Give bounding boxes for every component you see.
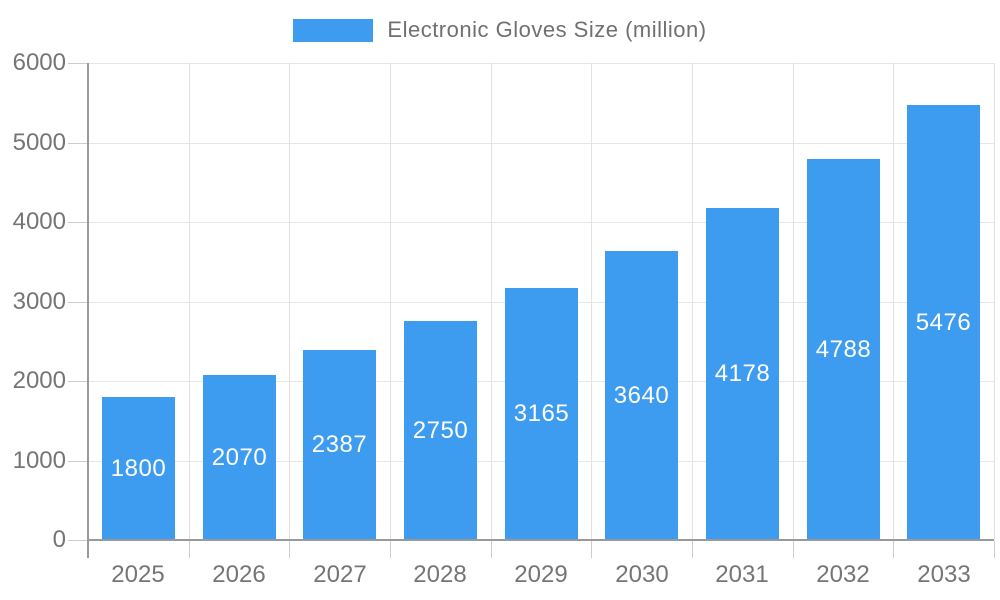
y-axis-label: 3000 bbox=[12, 288, 66, 315]
y-axis-line bbox=[87, 63, 89, 558]
bar-value-label: 2070 bbox=[211, 443, 268, 471]
gridline-horizontal bbox=[88, 143, 994, 144]
x-axis-label-2031: 2031 bbox=[715, 561, 769, 588]
x-axis-label-2033: 2033 bbox=[917, 561, 971, 588]
bar-2027[interactable]: 2387 bbox=[303, 350, 376, 540]
y-axis-label: 5000 bbox=[12, 129, 66, 156]
gridline-vertical bbox=[591, 63, 592, 540]
y-axis-label: 4000 bbox=[12, 208, 66, 235]
bar-2031[interactable]: 4178 bbox=[706, 208, 779, 540]
y-axis-tick bbox=[68, 461, 88, 462]
chart-legend[interactable]: Electronic Gloves Size (million) bbox=[0, 17, 1000, 43]
gridline-vertical bbox=[893, 63, 894, 540]
bar-2028[interactable]: 2750 bbox=[404, 321, 477, 540]
gridline-vertical bbox=[491, 63, 492, 540]
gridline-vertical bbox=[793, 63, 794, 540]
bar-2026[interactable]: 2070 bbox=[203, 375, 276, 540]
gridline-vertical bbox=[189, 63, 190, 540]
gridline-vertical bbox=[289, 63, 290, 540]
y-axis-label: 1000 bbox=[12, 447, 66, 474]
y-axis-tick bbox=[68, 222, 88, 223]
x-axis-line bbox=[87, 539, 994, 541]
x-axis-label-2027: 2027 bbox=[313, 561, 367, 588]
gridline-horizontal bbox=[88, 222, 994, 223]
y-axis-tick bbox=[68, 63, 88, 64]
gridline-vertical bbox=[390, 63, 391, 540]
bar-2029[interactable]: 3165 bbox=[505, 288, 578, 540]
x-axis-label-2030: 2030 bbox=[615, 561, 669, 588]
x-axis-label-2032: 2032 bbox=[816, 561, 870, 588]
bar-value-label: 5476 bbox=[915, 308, 972, 336]
x-axis-label-2026: 2026 bbox=[212, 561, 266, 588]
y-axis-tick bbox=[68, 143, 88, 144]
x-axis-tick bbox=[289, 541, 290, 558]
bar-2025[interactable]: 1800 bbox=[102, 397, 175, 540]
y-axis-label: 0 bbox=[52, 526, 66, 553]
bar-value-label: 3165 bbox=[513, 400, 570, 427]
x-axis-tick bbox=[994, 541, 995, 558]
legend-swatch bbox=[293, 18, 374, 42]
gridline-vertical bbox=[994, 63, 995, 540]
y-axis-tick bbox=[68, 381, 88, 382]
y-axis-tick bbox=[68, 540, 88, 541]
gridline-vertical bbox=[692, 63, 693, 540]
bar-value-label: 1800 bbox=[110, 454, 167, 482]
x-axis-tick bbox=[692, 541, 693, 558]
bar-2030[interactable]: 3640 bbox=[605, 251, 678, 540]
x-axis-tick bbox=[793, 541, 794, 558]
bar-value-label: 2387 bbox=[311, 431, 368, 458]
bar-2033[interactable]: 5476 bbox=[907, 105, 980, 540]
x-axis-tick bbox=[591, 541, 592, 558]
bar-value-label: 3640 bbox=[613, 381, 670, 409]
x-axis-label-2025: 2025 bbox=[111, 561, 165, 588]
y-axis-tick bbox=[68, 302, 88, 303]
bar-value-label: 4178 bbox=[714, 360, 771, 387]
x-axis-label-2029: 2029 bbox=[514, 561, 568, 588]
y-axis-label: 2000 bbox=[12, 367, 66, 394]
y-axis-label: 6000 bbox=[12, 49, 66, 76]
x-axis-tick bbox=[390, 541, 391, 558]
bar-value-label: 2750 bbox=[412, 416, 469, 444]
bar-2032[interactable]: 4788 bbox=[807, 159, 880, 540]
x-axis-tick bbox=[893, 541, 894, 558]
x-axis-tick bbox=[491, 541, 492, 558]
x-axis-tick bbox=[189, 541, 190, 558]
gridline-horizontal bbox=[88, 63, 994, 64]
legend-label: Electronic Gloves Size (million) bbox=[387, 17, 707, 42]
bar-value-label: 4788 bbox=[815, 335, 872, 363]
x-axis-label-2028: 2028 bbox=[413, 561, 467, 588]
